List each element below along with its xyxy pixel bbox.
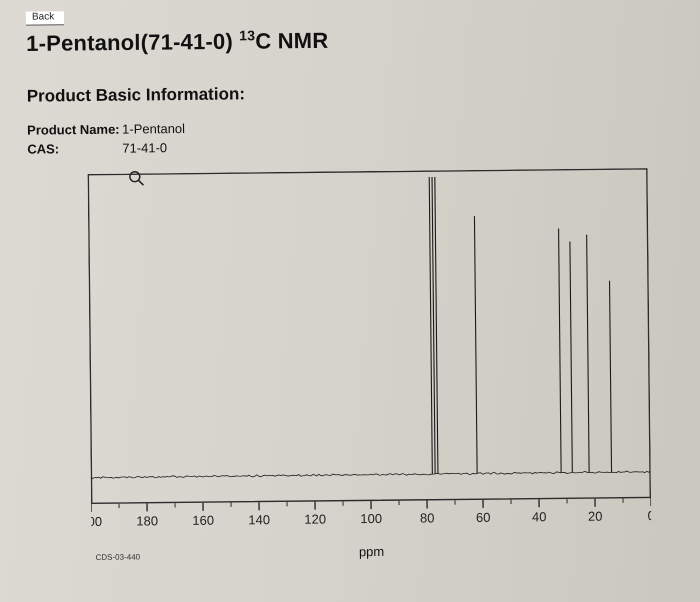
product-name-label: Product Name: [27,122,122,138]
section-heading: Product Basic Information: [27,80,671,107]
title-superscript: 13 [239,27,255,43]
svg-text:120: 120 [304,512,326,527]
page-title: 1-Pentanol(71-41-0) 13C NMR [26,23,670,57]
svg-text:200: 200 [88,514,103,529]
back-fragment: Back [26,11,64,25]
svg-text:100: 100 [360,511,382,526]
cas-row: CAS:71-41-0 [27,135,671,157]
svg-text:140: 140 [248,512,270,527]
title-suffix: C NMR [255,28,328,54]
svg-text:0: 0 [647,508,651,523]
svg-text:60: 60 [476,510,491,525]
svg-text:20: 20 [588,509,603,524]
svg-text:180: 180 [136,514,158,529]
spectrum-svg: 200180160140120100806040200 [88,168,652,538]
x-axis-title: ppm [91,541,651,562]
cas-label: CAS: [27,141,122,157]
svg-text:40: 40 [532,510,547,525]
nmr-spectrum: 200180160140120100806040200 CDS-03-440 p… [88,168,652,534]
product-name-value: 1-Pentanol [122,121,185,137]
spectrum-container: 200180160140120100806040200 CDS-03-440 p… [28,168,676,535]
svg-text:160: 160 [192,513,214,528]
product-name-row: Product Name:1-Pentanol [27,116,671,138]
page-root: Back 1-Pentanol(71-41-0) 13C NMR Product… [0,0,700,535]
cas-value: 71-41-0 [122,141,167,156]
title-prefix: 1-Pentanol(71-41-0) [26,29,239,56]
svg-text:80: 80 [420,511,435,526]
